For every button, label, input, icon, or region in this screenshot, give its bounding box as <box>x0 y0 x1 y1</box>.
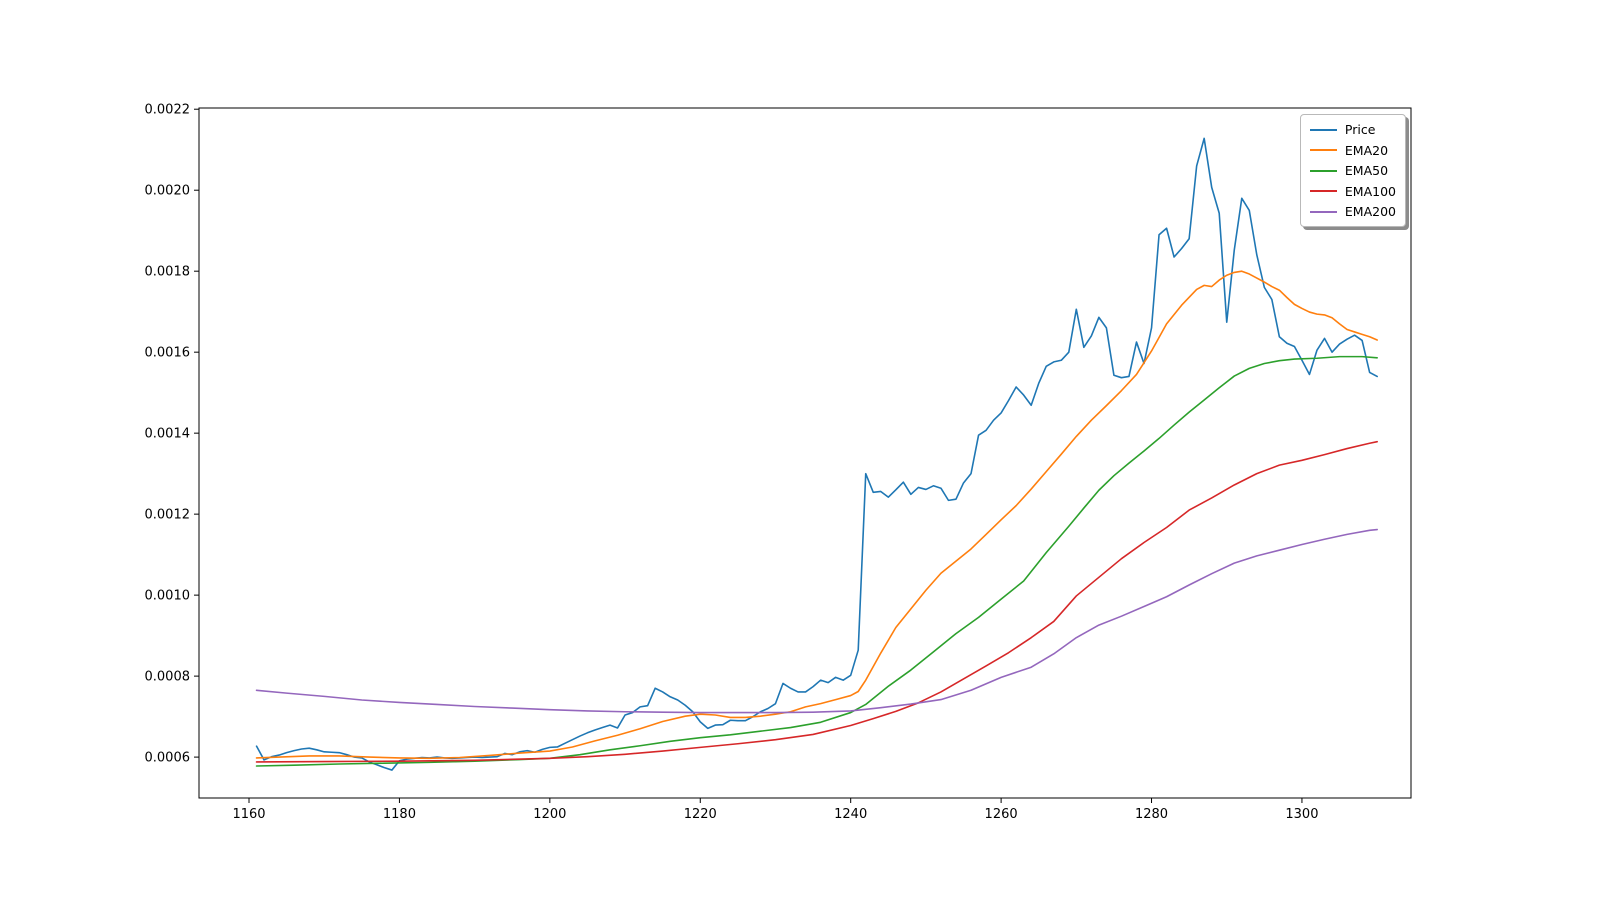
series-line-price <box>255 137 1378 771</box>
legend-label: EMA50 <box>1344 163 1389 178</box>
y-tick-label: 0.0012 <box>145 508 191 523</box>
ema100-line-swatch <box>1309 190 1337 192</box>
x-tick-label: 1200 <box>533 807 566 822</box>
series-line-ema20 <box>255 270 1378 760</box>
y-tick-label: 0.0016 <box>145 346 191 361</box>
series-line-ema50 <box>255 355 1378 767</box>
y-tick-label: 0.0022 <box>145 103 191 118</box>
x-tick-label: 1260 <box>985 807 1018 822</box>
legend-entry-ema20: EMA20 <box>1309 142 1396 158</box>
axes-frame <box>198 107 1412 799</box>
ema50-line-swatch <box>1309 169 1337 172</box>
legend-label: EMA20 <box>1344 142 1389 158</box>
y-tick-label: 0.0010 <box>145 589 191 604</box>
y-tick-label: 0.0006 <box>145 751 191 766</box>
ema200-line-swatch <box>1309 210 1337 213</box>
legend-entry-ema50: EMA50 <box>1309 163 1396 178</box>
y-tick-label: 0.0008 <box>145 670 191 685</box>
x-tick-label: 1280 <box>1135 807 1168 822</box>
y-tick-label: 0.0014 <box>145 427 191 442</box>
series-line-ema200 <box>255 528 1378 714</box>
legend-label: EMA100 <box>1344 183 1396 199</box>
legend-label: EMA200 <box>1344 204 1396 219</box>
legend: Price EMA20 EMA50 EMA100 EMA200 <box>1299 114 1406 227</box>
x-tick-label: 1240 <box>834 807 867 822</box>
legend-entry-ema200: EMA200 <box>1309 204 1396 219</box>
y-tick-label: 0.0018 <box>145 265 191 280</box>
legend-entry-ema100: EMA100 <box>1309 183 1396 199</box>
x-tick-label: 1220 <box>684 807 717 822</box>
legend-entry-price: Price <box>1309 122 1396 137</box>
x-tick-label: 1160 <box>232 807 265 822</box>
legend-label: Price <box>1344 122 1376 137</box>
y-tick-label: 0.0020 <box>145 184 191 199</box>
ema20-line-swatch <box>1309 149 1337 151</box>
x-tick-label: 1300 <box>1285 807 1318 822</box>
price-line-swatch <box>1309 128 1337 131</box>
series-line-ema100 <box>255 440 1378 763</box>
x-tick-label: 1180 <box>383 807 416 822</box>
